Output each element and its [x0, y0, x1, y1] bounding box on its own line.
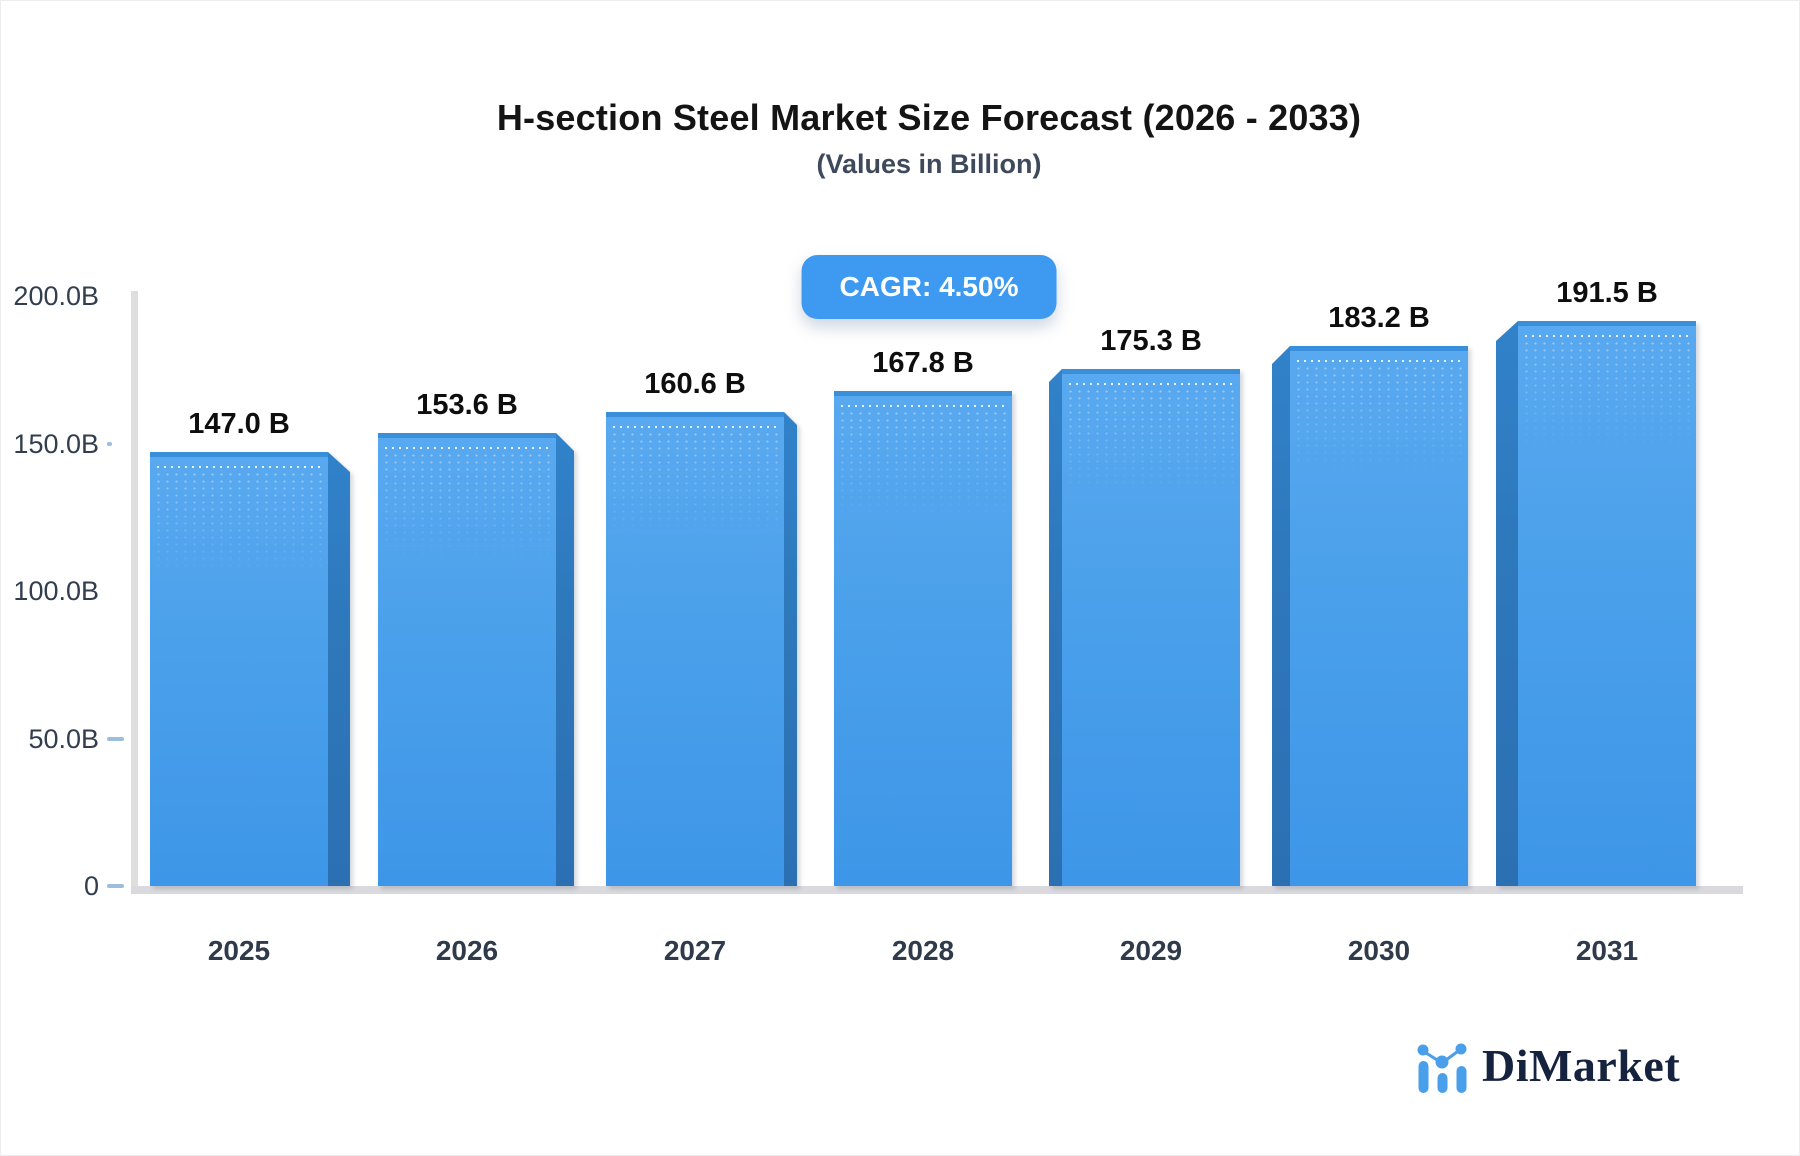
y-axis-label: 200.0B — [13, 281, 99, 311]
bar-texture — [1294, 365, 1464, 475]
brand-name: DiMarket — [1482, 1040, 1681, 1091]
bar-3d-side — [328, 452, 350, 886]
bar-3d-side — [556, 433, 574, 886]
y-axis-tick — [107, 884, 124, 888]
x-axis-label: 2028 — [891, 935, 955, 966]
bar-3d-side — [784, 412, 797, 886]
x-axis-baseline — [131, 886, 1743, 894]
chart-title: H-section Steel Market Size Forecast (20… — [496, 97, 1362, 138]
chart-subtitle: (Values in Billion) — [816, 149, 1042, 179]
bar-top-dotted-line — [1297, 360, 1461, 362]
bar-texture — [1522, 340, 1692, 450]
y-axis-tick — [107, 736, 124, 741]
bar-value-label: 147.0 B — [188, 408, 290, 440]
bar-top-dotted-line — [385, 447, 549, 449]
bar-face — [1062, 369, 1240, 886]
x-axis-label: 2026 — [435, 935, 499, 966]
bar-texture — [154, 471, 324, 581]
x-axis-label: 2030 — [1347, 935, 1411, 966]
y-axis-label: 100.0B — [13, 576, 99, 606]
bar-2029 — [1049, 369, 1240, 886]
x-axis-label: 2027 — [663, 935, 727, 966]
bar-face — [1290, 346, 1468, 886]
bar-3d-side — [1049, 369, 1062, 886]
bar-top-dotted-line — [841, 405, 1005, 407]
y-axis-label: 0 — [83, 871, 99, 901]
bar-2025 — [150, 452, 350, 886]
bar-top-dotted-line — [1525, 335, 1689, 337]
y-axis-line — [131, 291, 138, 894]
y-axis-label: 50.0B — [28, 723, 99, 754]
bar-face — [378, 433, 556, 886]
bar-face — [1518, 321, 1696, 886]
bar-top-dotted-line — [157, 466, 321, 468]
bar-value-label: 183.2 B — [1328, 302, 1430, 334]
bar-value-label: 191.5 B — [1556, 277, 1658, 309]
x-axis-label: 2031 — [1575, 935, 1639, 966]
bar-value-label: 153.6 B — [416, 389, 518, 421]
bar-2030 — [1272, 346, 1468, 886]
bar-texture — [382, 452, 552, 562]
x-axis-label: 2025 — [207, 935, 271, 966]
bar-value-label: 160.6 B — [644, 368, 746, 400]
bar-face — [834, 391, 1012, 886]
bar-top-dotted-line — [1069, 383, 1233, 385]
bar-2031 — [1496, 321, 1696, 886]
bar-face — [150, 452, 328, 886]
bar-top-dotted-line — [613, 426, 777, 428]
bar-texture — [838, 410, 1008, 520]
y-axis-tick — [107, 441, 112, 446]
cagr-badge: CAGR: 4.50% — [801, 255, 1057, 319]
bar-2028 — [834, 391, 1012, 886]
bar-value-label: 175.3 B — [1100, 325, 1202, 357]
bar-value-label: 167.8 B — [872, 347, 974, 379]
bar-face — [606, 412, 784, 886]
bar-3d-side — [1496, 321, 1518, 886]
bar-2026 — [378, 433, 574, 886]
y-axis-label: 150.0B — [13, 428, 99, 459]
x-axis-label: 2029 — [1119, 935, 1183, 966]
bar-3d-side — [1272, 346, 1290, 886]
bar-2027 — [606, 412, 797, 886]
bar-texture — [1066, 388, 1236, 498]
chart-bars-icon — [1417, 1043, 1467, 1093]
bar-texture — [610, 431, 780, 541]
brand-logo: DiMarket — [1414, 1037, 1680, 1095]
